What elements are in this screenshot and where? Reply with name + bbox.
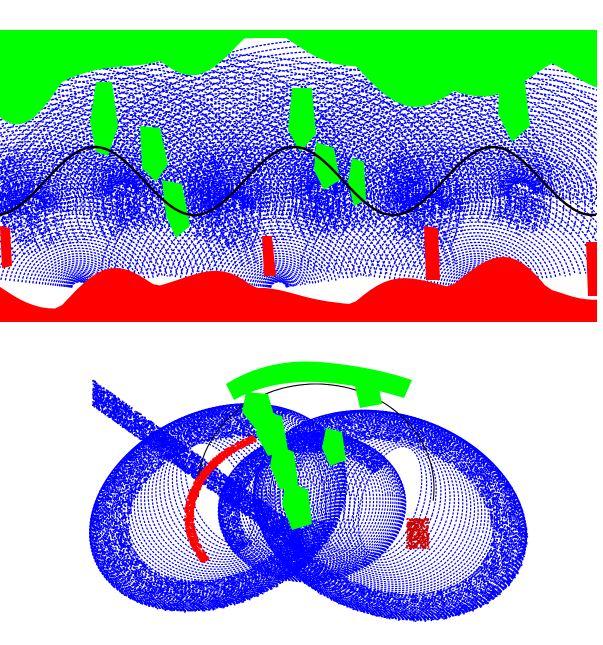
red-spike (586, 242, 597, 296)
sphere-horizon (197, 383, 435, 501)
flat-map-panel (0, 30, 597, 322)
land-patch (256, 410, 288, 456)
flat-map-canvas (0, 30, 597, 322)
land-patch (322, 428, 346, 466)
land-mass-north (0, 30, 597, 238)
land-patch (226, 361, 412, 400)
sinusoidal-boundary (0, 145, 597, 217)
sphere-projection-canvas (88, 361, 529, 622)
lobe-left (88, 379, 348, 613)
land-peninsula (90, 82, 118, 156)
horizon-arc (197, 383, 435, 501)
sphere-projection-panel (30, 340, 575, 630)
land-patch (282, 480, 312, 530)
accent-arc (184, 435, 430, 563)
land-patch (270, 444, 298, 490)
red-band (0, 256, 597, 322)
red-spike (262, 236, 276, 276)
land-peninsula (348, 158, 366, 206)
wave-curve (0, 145, 597, 217)
land-peninsula (498, 74, 530, 142)
land-patch (354, 382, 382, 408)
land-mass-patch (226, 361, 412, 530)
red-spike (424, 226, 440, 280)
region-south (0, 226, 597, 322)
land-peninsula (288, 88, 316, 152)
red-spike (176, 282, 190, 322)
green-band (0, 30, 597, 125)
red-spike (0, 226, 12, 268)
land-peninsula (314, 142, 340, 190)
land-peninsula (140, 126, 168, 182)
